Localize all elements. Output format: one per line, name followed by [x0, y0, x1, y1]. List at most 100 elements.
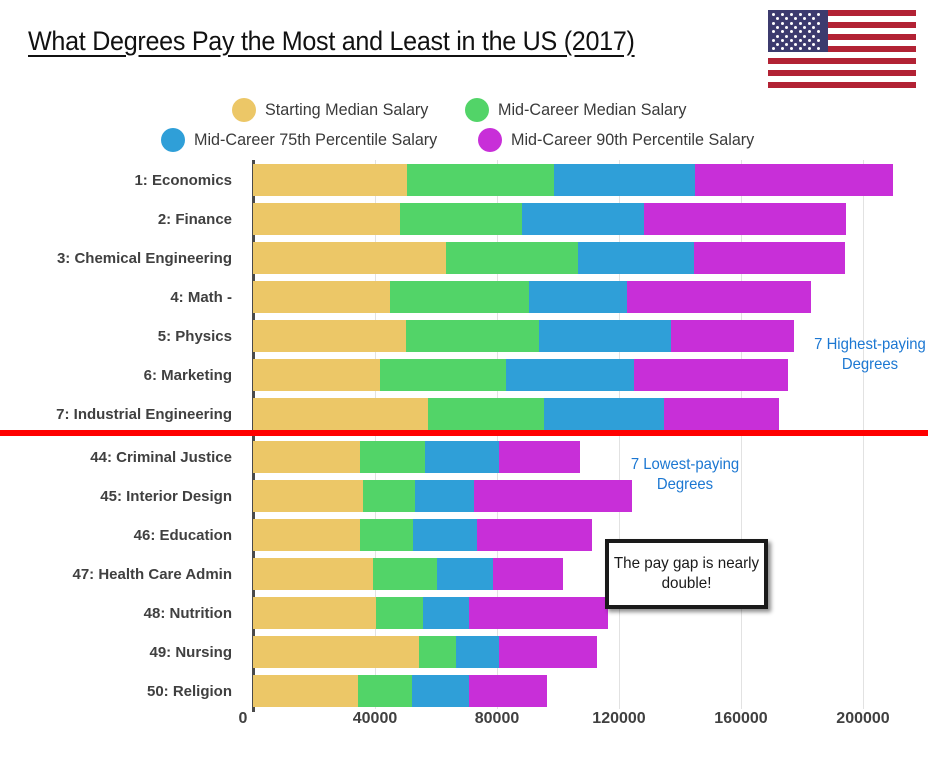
bar-segment-mid-75[interactable] — [554, 164, 695, 196]
category-label: 1: Economics — [0, 164, 240, 196]
bar-segment-mid-90[interactable] — [477, 519, 592, 551]
bar-segment-mid-75[interactable] — [544, 398, 664, 430]
flag-star — [785, 34, 788, 38]
bar-segment-mid-median[interactable] — [419, 636, 456, 668]
bar-segment-starting[interactable] — [253, 519, 360, 551]
flag-star — [817, 38, 820, 42]
bar-segment-mid-median[interactable] — [360, 519, 413, 551]
bar-segment-mid-90[interactable] — [695, 164, 893, 196]
bar-segment-mid-90[interactable] — [634, 359, 788, 391]
category-label: 6: Marketing — [0, 359, 240, 391]
category-label-text: 48: Nutrition — [143, 604, 232, 622]
bar-segment-mid-90[interactable] — [694, 242, 845, 274]
legend-item-starting-median-salary[interactable]: Starting Median Salary — [231, 98, 437, 122]
flag-star — [790, 47, 793, 51]
bar-segment-mid-median[interactable] — [446, 242, 578, 274]
bar-segment-mid-75[interactable] — [425, 441, 499, 473]
bar-segment-mid-90[interactable] — [474, 480, 632, 512]
bar-row[interactable] — [253, 164, 893, 196]
flag-star — [799, 38, 802, 42]
category-label: 50: Religion — [0, 675, 240, 707]
bar-row[interactable] — [253, 441, 580, 473]
bar-segment-starting[interactable] — [253, 636, 419, 668]
category-label: 7: Industrial Engineering — [0, 398, 240, 430]
bar-segment-mid-75[interactable] — [539, 320, 671, 352]
bar-row[interactable] — [253, 203, 846, 235]
bar-segment-starting[interactable] — [253, 242, 446, 274]
bar-segment-starting[interactable] — [253, 164, 407, 196]
bar-segment-mid-90[interactable] — [644, 203, 846, 235]
bar-segment-starting[interactable] — [253, 398, 428, 430]
bar-segment-starting[interactable] — [253, 203, 400, 235]
category-label: 45: Interior Design — [0, 480, 240, 512]
bar-segment-mid-75[interactable] — [578, 242, 694, 274]
bar-row[interactable] — [253, 597, 608, 629]
bar-row[interactable] — [253, 281, 811, 313]
bar-segment-starting[interactable] — [253, 359, 380, 391]
bar-segment-mid-90[interactable] — [627, 281, 811, 313]
bar-segment-mid-75[interactable] — [415, 480, 474, 512]
bar-segment-mid-median[interactable] — [428, 398, 544, 430]
bar-segment-mid-median[interactable] — [380, 359, 506, 391]
category-label-text: 5: Physics — [157, 327, 232, 345]
bar-row[interactable] — [253, 636, 597, 668]
flag-star — [794, 25, 797, 29]
flag-star — [785, 25, 788, 29]
legend-label-starting: Starting Median Salary — [264, 100, 429, 119]
bar-segment-starting[interactable] — [253, 320, 406, 352]
flag-star — [808, 21, 811, 25]
bar-segment-mid-median[interactable] — [407, 164, 554, 196]
flag-star — [817, 30, 820, 34]
bar-segment-mid-median[interactable] — [400, 203, 522, 235]
bar-segment-starting[interactable] — [253, 675, 358, 707]
flag-star — [799, 47, 802, 51]
flag-star — [799, 13, 802, 16]
bar-segment-starting[interactable] — [253, 597, 376, 629]
bar-segment-mid-median[interactable] — [363, 480, 415, 512]
bar-segment-mid-median[interactable] — [390, 281, 529, 313]
bar-row[interactable] — [253, 519, 592, 551]
bar-segment-mid-median[interactable] — [376, 597, 423, 629]
bar-segment-mid-90[interactable] — [493, 558, 563, 590]
bar-row[interactable] — [253, 480, 632, 512]
bar-segment-mid-75[interactable] — [437, 558, 493, 590]
bar-row[interactable] — [253, 398, 779, 430]
bar-segment-starting[interactable] — [253, 480, 363, 512]
bar-row[interactable] — [253, 359, 788, 391]
legend-item-mid-career-75th-percentile-salary[interactable]: Mid-Career 75th Percentile Salary — [160, 128, 450, 152]
bar-segment-mid-75[interactable] — [412, 675, 469, 707]
category-label-text: 46: Education — [133, 526, 232, 544]
flag-star — [776, 25, 779, 29]
flag-stripe — [768, 22, 916, 28]
flag-stripe — [768, 70, 916, 76]
bar-row[interactable] — [253, 558, 563, 590]
bar-segment-mid-median[interactable] — [373, 558, 437, 590]
flag-star — [817, 47, 820, 51]
bar-segment-mid-75[interactable] — [522, 203, 644, 235]
bar-segment-mid-75[interactable] — [529, 281, 627, 313]
bar-segment-mid-90[interactable] — [499, 441, 580, 473]
bar-segment-mid-90[interactable] — [469, 675, 547, 707]
bar-row[interactable] — [253, 242, 845, 274]
bar-segment-starting[interactable] — [253, 558, 373, 590]
bar-segment-mid-median[interactable] — [358, 675, 412, 707]
bar-segment-mid-75[interactable] — [506, 359, 634, 391]
bar-segment-mid-90[interactable] — [499, 636, 597, 668]
bar-row[interactable] — [253, 320, 794, 352]
bar-segment-mid-90[interactable] — [671, 320, 794, 352]
bar-segment-starting[interactable] — [253, 281, 390, 313]
bar-segment-mid-75[interactable] — [413, 519, 477, 551]
bar-segment-starting[interactable] — [253, 441, 360, 473]
bar-segment-mid-75[interactable] — [423, 597, 469, 629]
bar-segment-mid-median[interactable] — [360, 441, 425, 473]
bar-segment-mid-90[interactable] — [664, 398, 779, 430]
legend-item-mid-career-median-salary[interactable]: Mid-Career Median Salary — [464, 98, 696, 122]
bar-row[interactable] — [253, 675, 547, 707]
legend-item-mid-career-90th-percentile-salary[interactable]: Mid-Career 90th Percentile Salary — [478, 128, 767, 152]
bar-segment-mid-75[interactable] — [456, 636, 499, 668]
bar-segment-mid-median[interactable] — [406, 320, 539, 352]
legend-color-swatch-mid-median — [464, 98, 489, 122]
flag-star — [772, 30, 775, 34]
bar-segment-mid-90[interactable] — [469, 597, 608, 629]
